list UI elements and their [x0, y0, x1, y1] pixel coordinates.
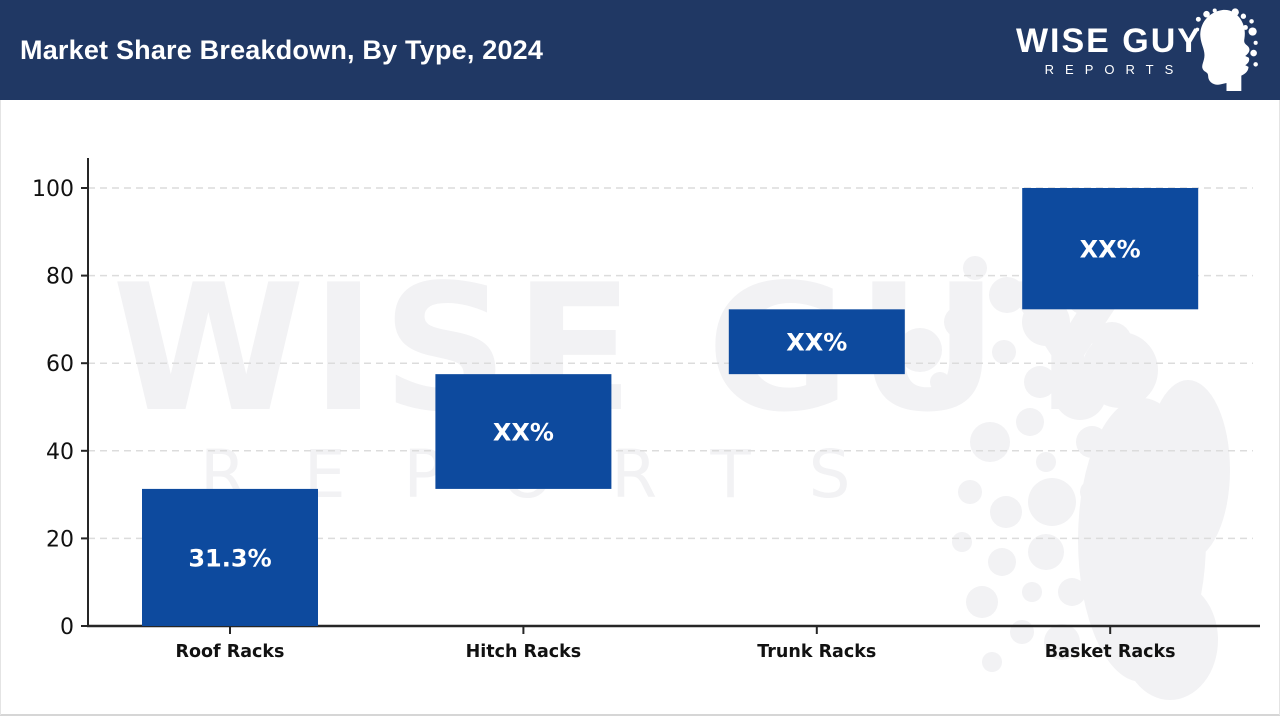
bar-roof-racks — [142, 488, 318, 626]
y-tick-label-40: 40 — [46, 440, 74, 465]
category-label-basket-racks: Basket Racks — [1045, 642, 1176, 662]
wiseguy-logo-text: WISE GUY REPORTS — [1016, 24, 1202, 77]
bar-value-label-roof-racks: 31.3% — [188, 544, 271, 572]
bar-basket-racks — [1022, 188, 1199, 310]
y-tick-label-60: 60 — [46, 352, 74, 377]
bar-hitch-racks — [435, 374, 612, 489]
left-edge-line — [0, 100, 1, 715]
logo-subtitle: REPORTS — [1044, 61, 1185, 77]
header: Market Share Breakdown, By Type, 2024 WI… — [0, 0, 1280, 100]
y-tick-label-0: 0 — [60, 615, 74, 640]
y-tick-label-20: 20 — [46, 527, 74, 552]
logo-wordmark: WISE GUY — [1015, 21, 1202, 60]
category-label-hitch-racks: Hitch Racks — [466, 642, 582, 662]
y-tick-label-100: 100 — [32, 177, 74, 202]
wiseguy-face-icon — [1195, 8, 1258, 91]
wiseguy-logo: WISE GUY REPORTS — [1016, 7, 1266, 93]
y-tick-label-80: 80 — [46, 265, 74, 290]
bar-value-label-hitch-racks: XX% — [493, 419, 554, 447]
bottom-divider — [0, 714, 1280, 716]
category-label-roof-racks: Roof Racks — [176, 642, 285, 662]
bar-value-label-trunk-racks: XX% — [786, 329, 847, 357]
page-title: Market Share Breakdown, By Type, 2024 — [20, 34, 544, 65]
category-label-trunk-racks: Trunk Racks — [757, 642, 876, 662]
bar-value-label-basket-racks: XX% — [1080, 236, 1141, 264]
bar-trunk-racks — [728, 309, 905, 375]
